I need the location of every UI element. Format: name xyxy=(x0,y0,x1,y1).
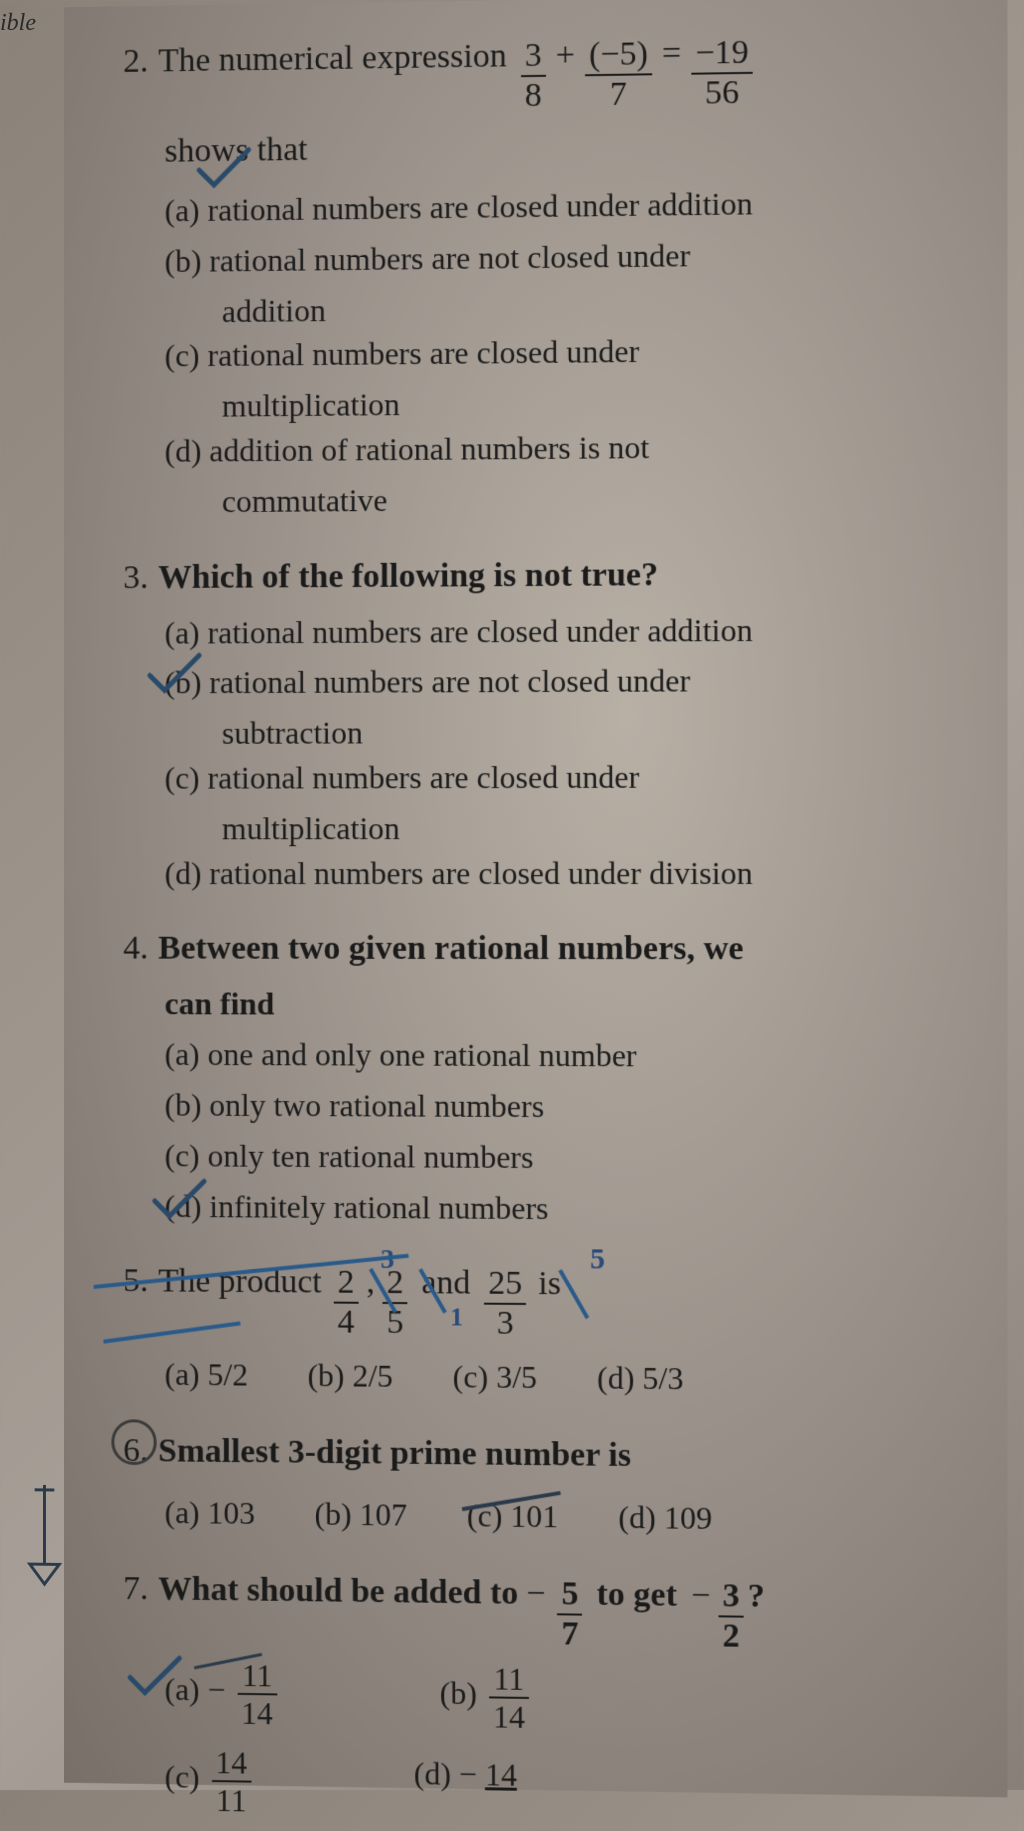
q3-option-d: (d) rational numbers are closed under di… xyxy=(165,850,967,895)
q5-is: is xyxy=(538,1258,561,1309)
q6-text: Smallest 3-digit prime number is xyxy=(158,1426,631,1481)
handwritten-3: 3 xyxy=(380,1239,394,1281)
q5-options: (a) 5/2 (b) 2/5 (c) 3/5 (d) 5/3 xyxy=(165,1350,967,1405)
q3-option-c-sub: multiplication xyxy=(222,805,967,851)
q5-option-b: (b) 2/5 xyxy=(307,1352,393,1401)
q5-option-a: (a) 5/2 xyxy=(165,1350,248,1398)
q7-option-b: (b) 11 14 xyxy=(440,1662,533,1733)
q7-fraction-2: 3 2 xyxy=(718,1580,743,1655)
q2-shows-that: shows that xyxy=(165,115,967,177)
q2-option-a: (a) rational numbers are closed under ad… xyxy=(165,179,967,233)
q7-fraction-1: 5 7 xyxy=(557,1578,582,1652)
q7-header: 7. What should be added to − 5 7 to get … xyxy=(123,1564,967,1658)
margin-doodle xyxy=(15,1475,74,1600)
q2-equals: = xyxy=(662,28,681,79)
q2-option-d: (d) addition of rational numbers is not xyxy=(165,422,967,473)
q2-option-c-sub: multiplication xyxy=(222,377,967,428)
q2-fraction-1: 3 8 xyxy=(521,39,546,113)
q7-opt-c-fraction: 14 11 xyxy=(212,1747,252,1817)
q4-option-d: (d) infinitely rational numbers xyxy=(165,1184,967,1233)
q6-option-c: (c) 101 xyxy=(467,1492,558,1541)
q2-header: 2. The numerical expression 3 8 + (−5) 7… xyxy=(123,23,967,118)
q6-option-b: (b) 107 xyxy=(314,1490,407,1539)
question-4: 4. Between two given rational numbers, w… xyxy=(123,923,967,1233)
q4-option-c: (c) only ten rational numbers xyxy=(165,1133,967,1181)
q2-number: 2. xyxy=(123,36,148,87)
q3-option-c: (c) rational numbers are closed under xyxy=(165,754,967,800)
q4-text-sub: can find xyxy=(165,982,967,1028)
q7-option-a: (a) − 11 14 xyxy=(165,1658,281,1729)
q2-option-d-sub: commutative xyxy=(222,474,967,524)
q7-minus-1: − xyxy=(526,1568,545,1619)
checkmark-icon xyxy=(145,651,204,701)
q3-number: 3. xyxy=(123,552,148,603)
q4-option-b: (b) only two rational numbers xyxy=(165,1083,967,1131)
q3-option-a: (a) rational numbers are closed under ad… xyxy=(165,606,967,655)
q4-number: 4. xyxy=(123,923,148,974)
q7-to-get: to get xyxy=(597,1569,677,1621)
q5-fraction-1: 2 4 xyxy=(334,1266,359,1340)
q7-option-d: (d) − 14 xyxy=(414,1750,517,1822)
q7-option-c: (c) 14 11 xyxy=(165,1746,255,1817)
q6-option-a: (a) 103 xyxy=(165,1489,255,1538)
q5-option-c: (c) 3/5 xyxy=(453,1353,537,1402)
handwritten-5: 5 xyxy=(590,1237,605,1282)
checkmark-icon xyxy=(125,1653,184,1703)
q2-option-c: (c) rational numbers are closed under xyxy=(165,326,967,378)
question-5: 5. The product 2 4 , 2 5 and 25 3 is 3 5… xyxy=(123,1256,967,1405)
q5-fraction-3: 25 3 xyxy=(484,1267,526,1341)
q4-header: 4. Between two given rational numbers, w… xyxy=(123,923,967,975)
q4-option-a: (a) one and only one rational number xyxy=(165,1032,967,1079)
q6-header: 6. Smallest 3-digit prime number is xyxy=(123,1426,967,1485)
q2-text-prefix: The numerical expression xyxy=(158,30,507,86)
q3-option-b: (b) rational numbers are not closed unde… xyxy=(165,658,967,706)
q2-fraction-3: −19 56 xyxy=(691,36,753,111)
q2-option-b: (b) rational numbers are not closed unde… xyxy=(165,230,967,284)
q7-qmark: ? xyxy=(748,1571,765,1622)
circle-mark-icon xyxy=(111,1419,156,1465)
q2-fraction-2: (−5) 7 xyxy=(585,37,652,112)
q7-number: 7. xyxy=(123,1564,148,1615)
q7-text-prefix: What should be added to xyxy=(158,1564,518,1619)
handwritten-1: 1 xyxy=(450,1298,463,1337)
q7-options-row1: (a) − 11 14 (b) 11 14 xyxy=(165,1658,967,1739)
q7-opt-b-fraction: 11 14 xyxy=(489,1663,529,1734)
q3-text: Which of the following is not true? xyxy=(158,549,658,603)
textbook-page: 2. The numerical expression 3 8 + (−5) 7… xyxy=(64,0,1007,1797)
page-edge-text: ible xyxy=(0,10,36,37)
q6-option-d: (d) 109 xyxy=(618,1493,712,1542)
question-2: 2. The numerical expression 3 8 + (−5) 7… xyxy=(123,23,967,524)
q7-options-row2: (c) 14 11 (d) − 14 xyxy=(165,1746,967,1829)
question-7: 7. What should be added to − 5 7 to get … xyxy=(123,1564,967,1829)
q6-options: (a) 103 (b) 107 (c) 101 (d) 109 xyxy=(165,1489,967,1546)
q7-minus-2: − xyxy=(691,1570,710,1621)
question-6: 6. Smallest 3-digit prime number is (a) … xyxy=(123,1426,967,1546)
q5-option-d: (d) 5/3 xyxy=(597,1354,683,1403)
q3-header: 3. Which of the following is not true? xyxy=(123,547,967,603)
q7-opt-a-fraction: 11 14 xyxy=(237,1659,277,1729)
question-3: 3. Which of the following is not true? (… xyxy=(123,547,967,895)
q3-option-b-sub: subtraction xyxy=(222,709,967,756)
q2-plus: + xyxy=(556,29,575,80)
q4-text: Between two given rational numbers, we xyxy=(158,923,743,974)
q2-option-b-sub: addition xyxy=(222,281,967,333)
checkmark-icon xyxy=(150,1176,209,1226)
